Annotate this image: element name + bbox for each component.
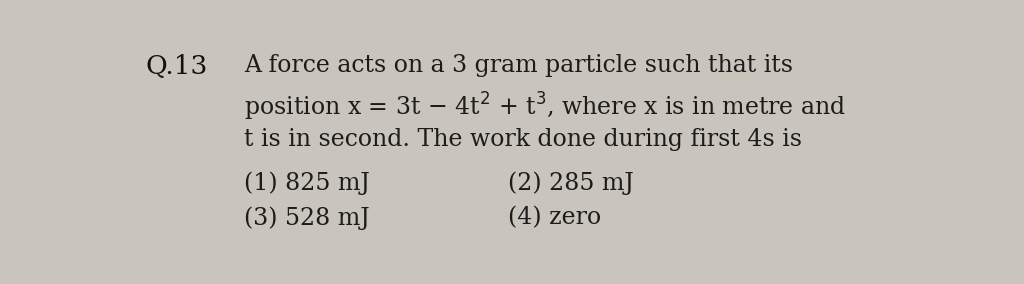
Text: t is in second. The work done during first 4s is: t is in second. The work done during fir… (245, 128, 802, 151)
Text: Q.13: Q.13 (145, 54, 208, 79)
Text: (2) 285 mJ: (2) 285 mJ (508, 172, 634, 195)
Text: (1) 825 mJ: (1) 825 mJ (245, 172, 370, 195)
Text: (4) zero: (4) zero (508, 206, 601, 229)
Text: A force acts on a 3 gram particle such that its: A force acts on a 3 gram particle such t… (245, 54, 794, 77)
Text: position x = 3t $-$ 4t$^2$ + t$^3$, where x is in metre and: position x = 3t $-$ 4t$^2$ + t$^3$, wher… (245, 91, 847, 123)
Text: (3) 528 mJ: (3) 528 mJ (245, 206, 370, 230)
